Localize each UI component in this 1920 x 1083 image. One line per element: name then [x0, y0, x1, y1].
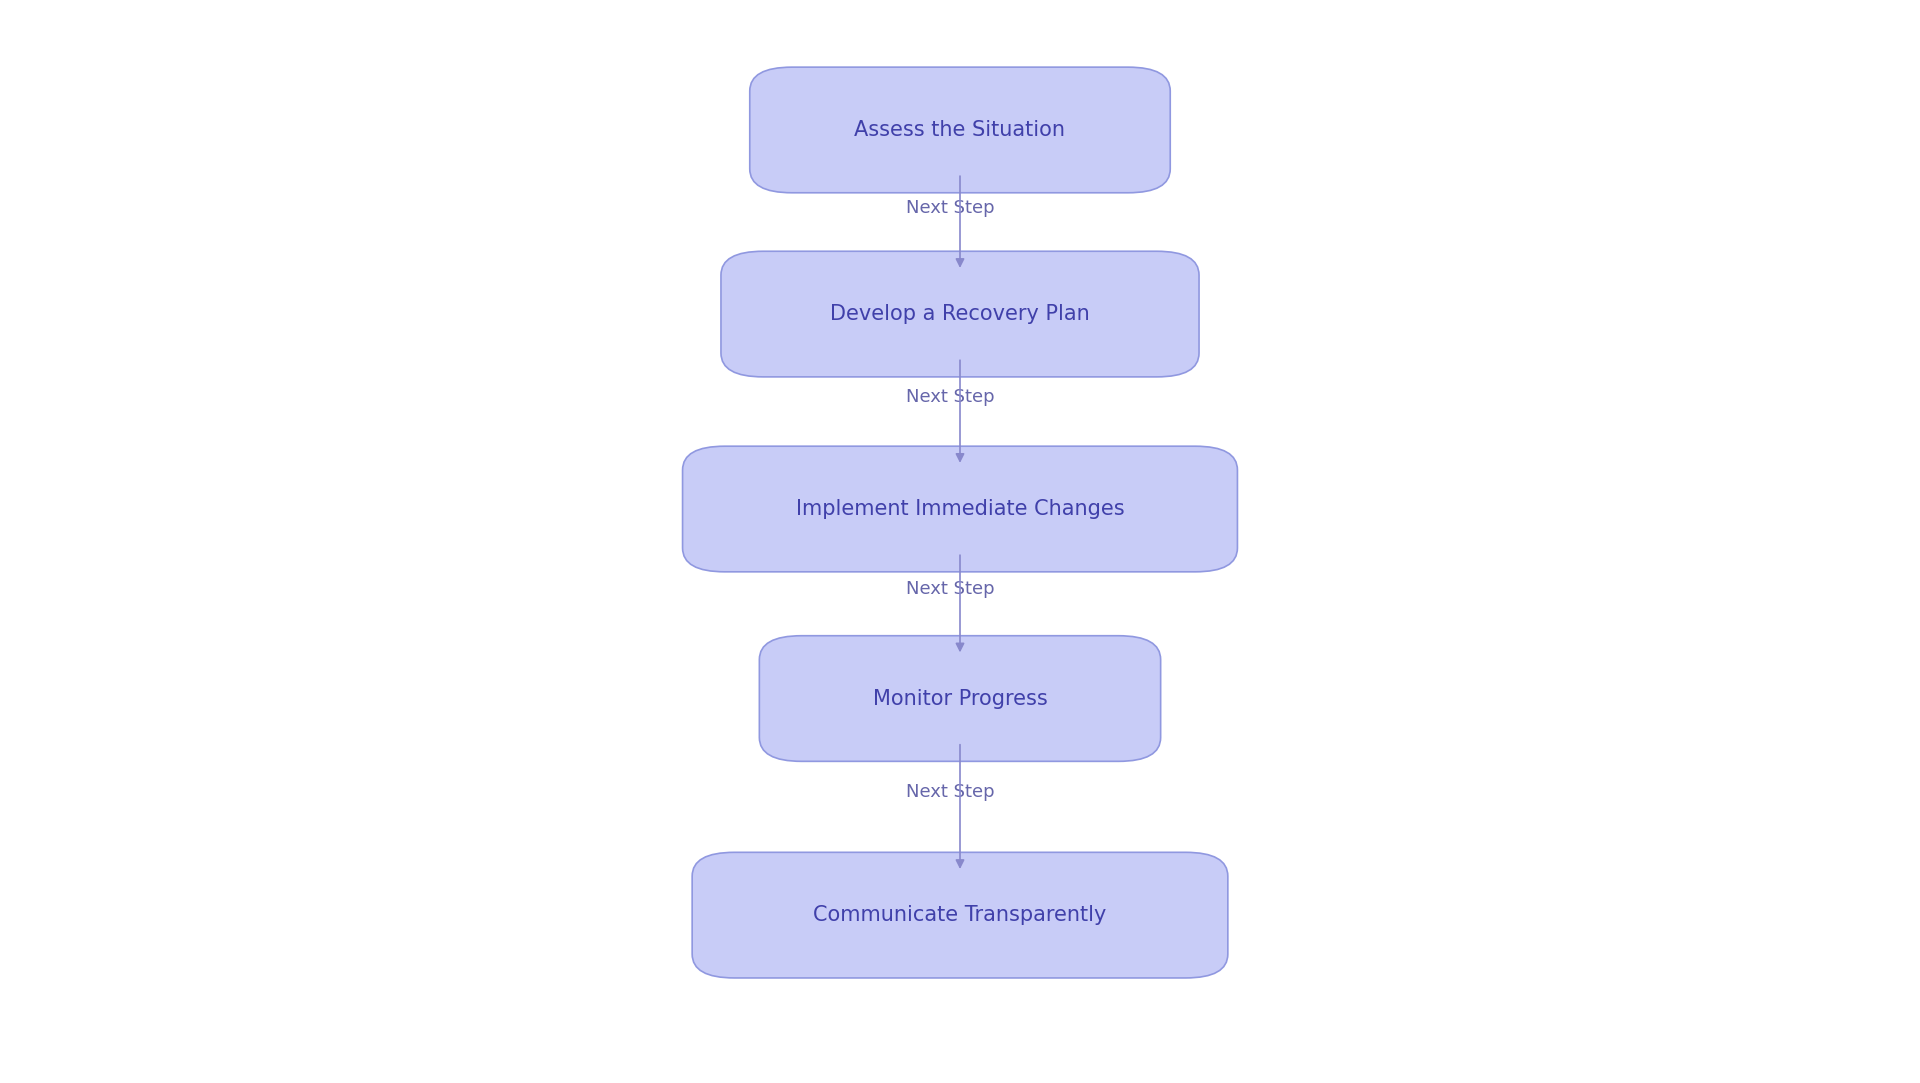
- FancyBboxPatch shape: [684, 446, 1236, 572]
- FancyBboxPatch shape: [722, 251, 1198, 377]
- Text: Next Step: Next Step: [906, 580, 995, 598]
- FancyBboxPatch shape: [758, 636, 1160, 761]
- Text: Communicate Transparently: Communicate Transparently: [814, 905, 1106, 925]
- Text: Implement Immediate Changes: Implement Immediate Changes: [795, 499, 1125, 519]
- Text: Develop a Recovery Plan: Develop a Recovery Plan: [829, 304, 1091, 324]
- FancyBboxPatch shape: [691, 852, 1229, 978]
- Text: Assess the Situation: Assess the Situation: [854, 120, 1066, 140]
- FancyBboxPatch shape: [749, 67, 1169, 193]
- Text: Next Step: Next Step: [906, 198, 995, 217]
- Text: Monitor Progress: Monitor Progress: [872, 689, 1048, 708]
- Text: Next Step: Next Step: [906, 783, 995, 801]
- Text: Next Step: Next Step: [906, 388, 995, 406]
